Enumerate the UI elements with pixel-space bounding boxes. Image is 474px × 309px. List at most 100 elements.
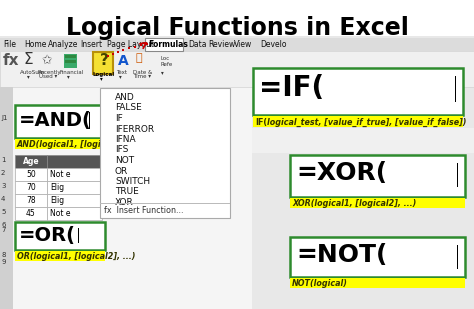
Text: Logical: Logical — [93, 72, 115, 77]
Text: Time ▾: Time ▾ — [133, 74, 151, 79]
Text: A: A — [118, 54, 129, 68]
Bar — [78, 228, 79, 243]
Bar — [145, 38, 183, 51]
Text: Formulas: Formulas — [148, 40, 188, 49]
Text: NOT: NOT — [115, 156, 134, 165]
Bar — [15, 251, 105, 261]
Bar — [128, 47, 130, 49]
Bar — [112, 53, 114, 55]
Bar — [65, 60, 76, 63]
Text: 7: 7 — [1, 227, 6, 233]
Text: OR(logical1, [logical2], ...): OR(logical1, [logical2], ...) — [17, 252, 136, 261]
Bar — [290, 278, 465, 288]
Bar — [455, 76, 456, 102]
Bar — [0, 87, 252, 309]
Bar — [160, 54, 161, 84]
Text: Loc: Loc — [161, 56, 170, 61]
Text: IFS: IFS — [115, 146, 128, 154]
Bar — [0, 0, 474, 36]
Bar — [15, 105, 105, 138]
Text: ▾: ▾ — [27, 74, 30, 79]
Bar — [100, 203, 230, 204]
Bar — [253, 116, 463, 127]
Bar — [134, 46, 136, 48]
Bar — [15, 222, 105, 250]
Text: 8: 8 — [1, 252, 6, 258]
Text: =OR(: =OR( — [19, 226, 76, 245]
Bar — [253, 68, 463, 115]
Bar — [15, 181, 47, 194]
Text: =AND(: =AND( — [19, 111, 92, 130]
Bar — [47, 168, 102, 181]
Text: 1: 1 — [1, 157, 6, 163]
Text: Analyze: Analyze — [48, 40, 78, 49]
Text: fx  Insert Function...: fx Insert Function... — [104, 206, 183, 215]
Text: 6: 6 — [1, 222, 6, 228]
Text: =IF(: =IF( — [259, 74, 324, 102]
Bar — [146, 43, 148, 45]
Text: FALSE: FALSE — [115, 104, 142, 112]
Bar — [100, 88, 230, 218]
Bar — [15, 207, 47, 220]
Text: IF: IF — [115, 114, 123, 123]
Bar — [47, 155, 102, 168]
Bar — [64, 54, 77, 68]
Text: XOR: XOR — [115, 198, 134, 207]
Text: IFNA: IFNA — [115, 135, 136, 144]
Bar — [15, 155, 47, 168]
Text: ⌚: ⌚ — [136, 53, 143, 63]
Text: 50: 50 — [26, 170, 36, 179]
Bar — [290, 155, 465, 197]
Text: 70: 70 — [26, 183, 36, 192]
Text: 5: 5 — [1, 209, 5, 215]
Text: ▾: ▾ — [119, 74, 122, 79]
Text: Not e: Not e — [50, 209, 71, 218]
Bar — [0, 87, 13, 309]
Bar — [290, 237, 465, 277]
Text: ▾: ▾ — [161, 70, 164, 75]
Bar — [65, 55, 76, 58]
Text: Develo: Develo — [260, 40, 286, 49]
Text: Date &: Date & — [133, 70, 152, 75]
Text: =NOT(: =NOT( — [296, 243, 387, 267]
Text: TRUE: TRUE — [115, 188, 139, 197]
Bar — [0, 38, 474, 51]
Text: 78: 78 — [26, 196, 36, 205]
Text: OR: OR — [115, 167, 128, 176]
Text: Text: Text — [116, 70, 127, 75]
Text: J1: J1 — [1, 115, 8, 121]
Bar — [47, 207, 102, 220]
Bar — [93, 52, 113, 74]
Text: AutoSum: AutoSum — [20, 70, 45, 75]
Bar — [457, 163, 458, 187]
Text: =XOR(: =XOR( — [296, 161, 387, 185]
Text: NOT(logical): NOT(logical) — [292, 280, 348, 289]
Text: Refe: Refe — [161, 62, 173, 67]
Text: Insert: Insert — [80, 40, 102, 49]
Text: AND(logical1, [logical2], ...): AND(logical1, [logical2], ...) — [17, 140, 142, 149]
Text: SWITCH: SWITCH — [115, 177, 150, 186]
Bar — [47, 194, 102, 207]
Bar — [0, 51, 474, 87]
Bar — [122, 49, 124, 51]
Bar — [47, 181, 102, 194]
Text: Review: Review — [208, 40, 235, 49]
Text: Home: Home — [24, 40, 46, 49]
Bar — [89, 112, 90, 129]
Text: 2: 2 — [1, 170, 5, 176]
Text: ▾: ▾ — [67, 74, 70, 79]
Bar — [252, 128, 474, 153]
Bar — [252, 87, 474, 309]
Text: IF(: IF( — [255, 117, 267, 126]
Text: File: File — [3, 40, 16, 49]
Text: Data: Data — [188, 40, 207, 49]
Text: 9: 9 — [1, 259, 6, 265]
Bar — [117, 51, 119, 53]
Bar — [15, 168, 47, 181]
Text: IFERROR: IFERROR — [115, 125, 154, 133]
Text: logical_test, [value_if_true], [value_if_false]): logical_test, [value_if_true], [value_if… — [267, 117, 466, 127]
Text: View: View — [234, 40, 252, 49]
Bar — [140, 44, 142, 46]
Text: Elig: Elig — [50, 196, 64, 205]
Bar — [215, 54, 216, 84]
